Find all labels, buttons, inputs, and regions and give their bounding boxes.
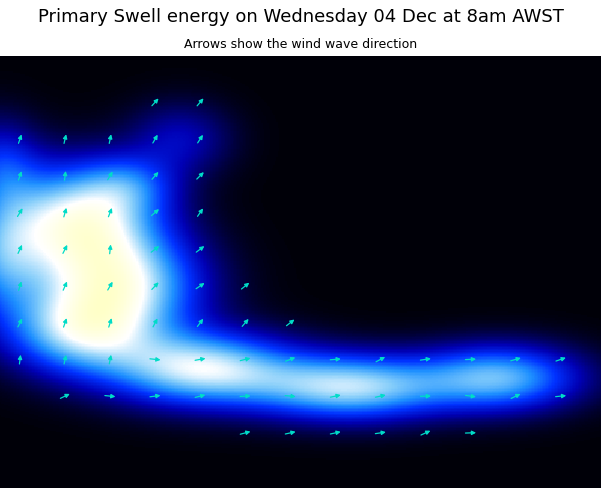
Text: Primary Swell energy on Wednesday 04 Dec at 8am AWST: Primary Swell energy on Wednesday 04 Dec… — [37, 8, 564, 26]
Text: Arrows show the wind wave direction: Arrows show the wind wave direction — [184, 39, 417, 51]
